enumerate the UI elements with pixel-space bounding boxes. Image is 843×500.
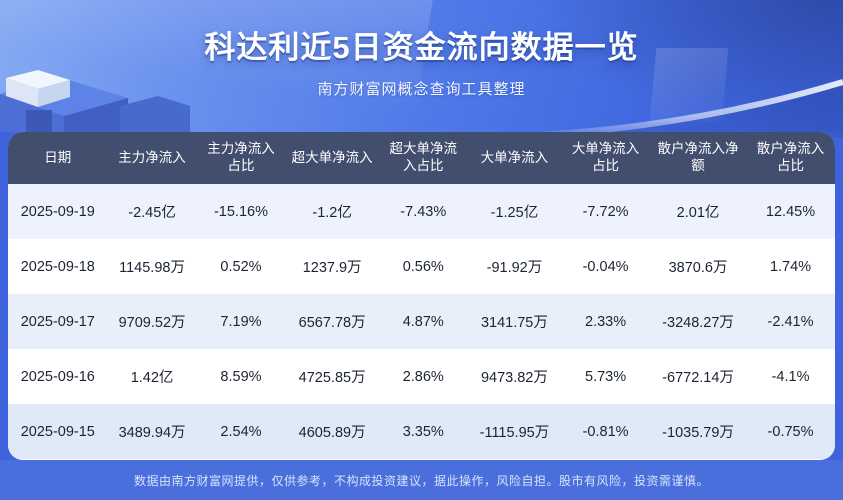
date-cell: 2025-09-16 (20, 368, 95, 385)
value-cell: -1035.79万 (662, 425, 734, 441)
table-body: 2025-09-19 -2.45亿 -15.16% -1.2亿 -7.43% -1.25亿… (8, 184, 835, 459)
page-subtitle: 南方财富网概念查询工具整理 (317, 81, 526, 98)
column-header-1: 主力净流入 (118, 149, 186, 165)
column-header-3: 超大单净流入 (291, 149, 373, 165)
value-cell: 2.54% (220, 423, 262, 440)
table-header-row: 日期 主力净流入 主力净流入占比 超大单净流入 超大单净流入占比 大单净流入 大单净流入占比… (8, 132, 835, 184)
value-cell: -2.41% (767, 313, 814, 330)
date-cell: 2025-09-19 (20, 203, 95, 220)
value-cell: 9709.52万 (118, 315, 186, 331)
value-cell: 1237.9万 (302, 260, 362, 276)
column-header-5: 大单净流入 (480, 149, 549, 165)
value-cell: -15.16% (213, 203, 268, 220)
value-cell: 3.35% (402, 423, 444, 440)
header-banner: 科达利近5日资金流向数据一览 南方财富网概念查询工具整理 (0, 0, 843, 138)
column-header-7: 散户净流入净额 (657, 141, 739, 173)
value-cell: -3248.27万 (662, 315, 734, 331)
table-row: 2025-09-18 1145.98万 0.52% 1237.9万 0.56% -91.9… (8, 239, 835, 294)
value-cell: 1145.98万 (119, 260, 185, 276)
column-header-0: 日期 (44, 149, 72, 165)
value-cell: 1.74% (769, 258, 812, 275)
value-cell: 3489.94万 (118, 425, 186, 441)
value-cell: -4.1% (771, 368, 810, 385)
value-cell: -0.75% (767, 423, 814, 440)
value-cell: 2.01亿 (676, 205, 720, 221)
value-cell: 8.59% (220, 368, 262, 385)
value-cell: -7.43% (400, 203, 447, 220)
date-cell: 2025-09-18 (20, 258, 95, 275)
column-header-8: 散户净流入占比 (756, 141, 825, 173)
value-cell: 3141.75万 (480, 315, 548, 331)
value-cell: 0.52% (220, 258, 262, 275)
value-cell: -1.2亿 (312, 205, 352, 221)
value-cell: -1.25亿 (490, 205, 539, 221)
value-cell: -0.04% (582, 258, 629, 275)
value-cell: -0.81% (582, 423, 629, 440)
table-row: 2025-09-15 3489.94万 2.54% 4605.89万 3.35% -111… (8, 404, 835, 459)
date-cell: 2025-09-17 (20, 313, 95, 330)
value-cell: 3870.6万 (668, 260, 728, 276)
value-cell: 2.33% (585, 313, 627, 330)
column-header-6: 大单净流入占比 (571, 141, 640, 173)
value-cell: 9473.82万 (480, 370, 548, 386)
value-cell: 4605.89万 (298, 425, 366, 441)
value-cell: 4725.85万 (298, 370, 366, 386)
column-header-2: 主力净流入占比 (207, 141, 275, 173)
disclaimer-text: 数据由南方财富网提供，仅供参考，不构成投资建议，据此操作，风险自担。股市有风险，… (133, 473, 709, 488)
page-title: 科达利近5日资金流向数据一览 (204, 30, 639, 65)
value-cell: 6567.78万 (298, 315, 366, 331)
value-cell: 2.86% (402, 368, 444, 385)
value-cell: 1.42亿 (130, 370, 174, 386)
value-cell: -6772.14万 (662, 370, 734, 386)
date-cell: 2025-09-15 (20, 423, 95, 440)
value-cell: 4.87% (402, 313, 444, 330)
value-cell: -91.92万 (486, 260, 543, 276)
disclaimer-bar: 数据由南方财富网提供，仅供参考，不构成投资建议，据此操作，风险自担。股市有风险，… (0, 460, 843, 500)
table-row: 2025-09-17 9709.52万 7.19% 6567.78万 4.87% 3141… (8, 294, 835, 349)
value-cell: 0.56% (402, 258, 444, 275)
table-row: 2025-09-16 1.42亿 8.59% 4725.85万 2.86% 9473.82… (8, 349, 835, 404)
column-header-4: 超大单净流入占比 (389, 141, 458, 173)
value-cell: -1115.95万 (479, 425, 550, 441)
value-cell: 12.45% (765, 203, 816, 220)
value-cell: -2.45亿 (128, 205, 176, 221)
value-cell: 5.73% (585, 368, 627, 385)
fund-flow-table-panel: 日期 主力净流入 主力净流入占比 超大单净流入 超大单净流入占比 大单净流入 大单净流入占比… (8, 132, 835, 460)
isometric-podium-decoration (0, 70, 190, 132)
value-cell: 7.19% (220, 313, 262, 330)
value-cell: -7.72% (582, 203, 629, 220)
table-row: 2025-09-19 -2.45亿 -15.16% -1.2亿 -7.43% -1.25亿… (8, 184, 835, 239)
